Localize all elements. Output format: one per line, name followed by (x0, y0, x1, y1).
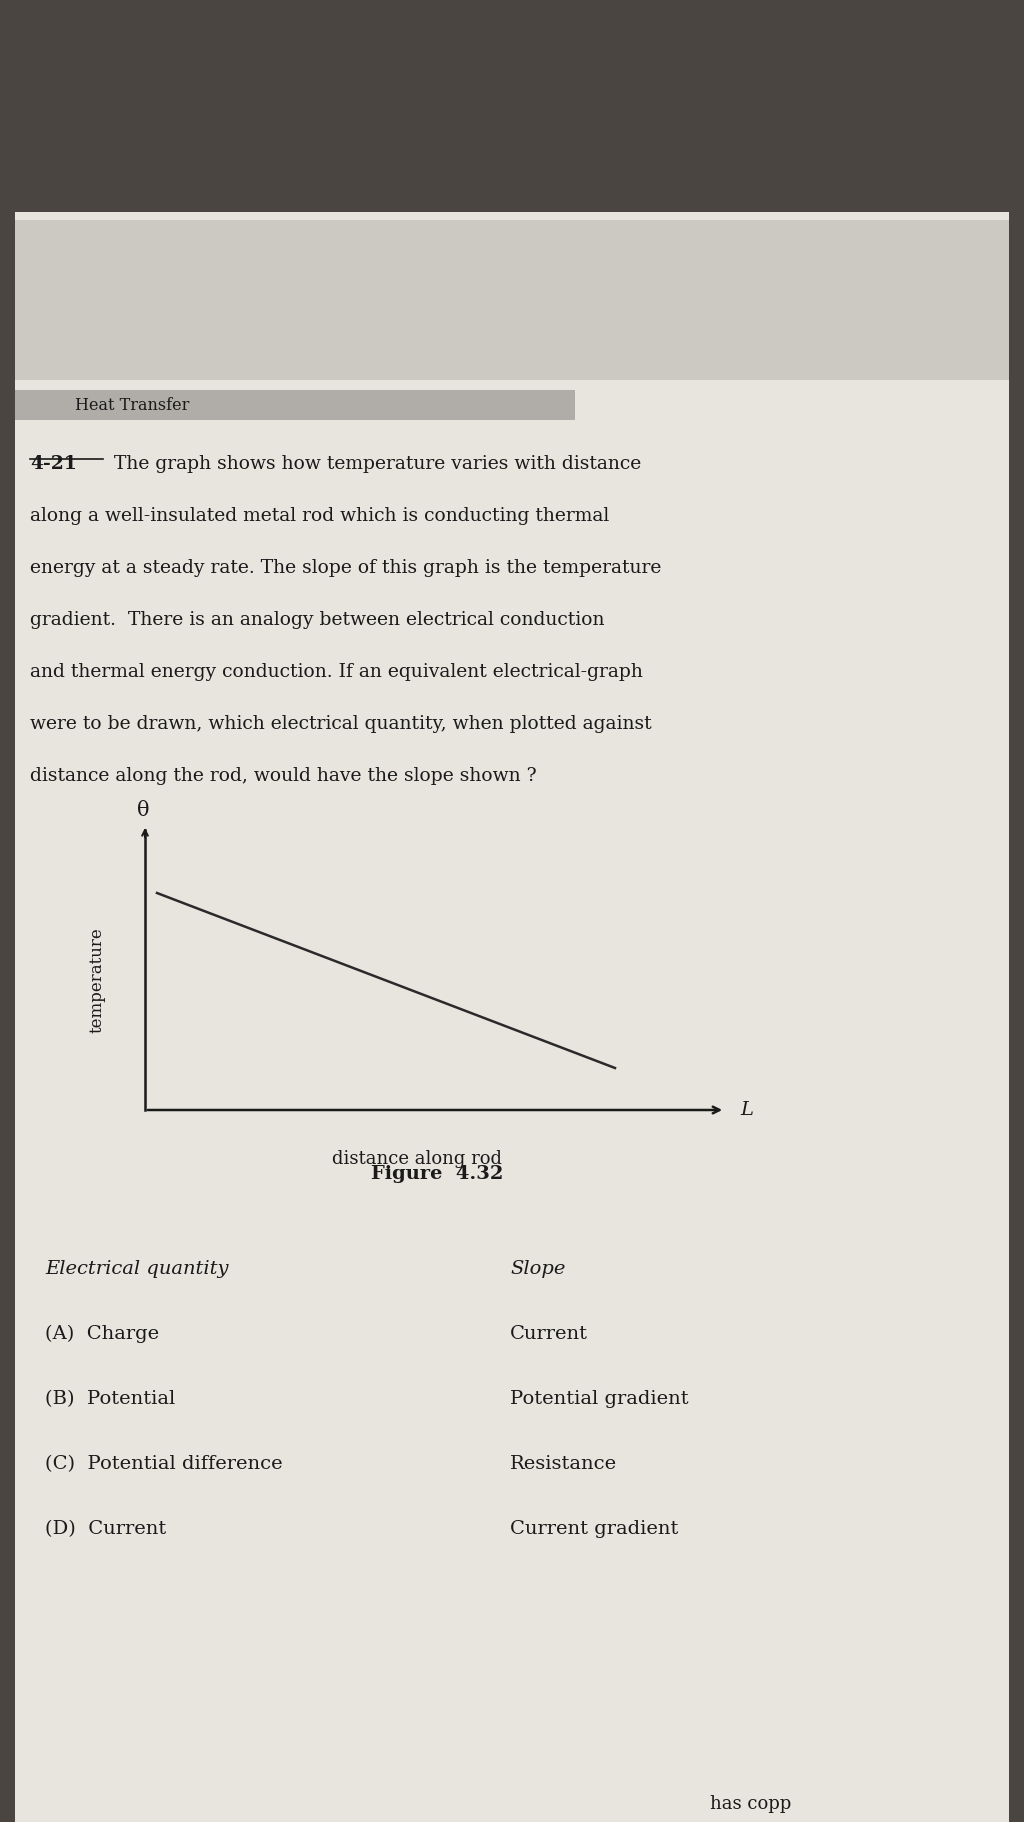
Text: distance along rod: distance along rod (333, 1150, 503, 1168)
Text: and thermal energy conduction. If an equivalent electrical-graph: and thermal energy conduction. If an equ… (30, 663, 643, 681)
Text: Heat Transfer: Heat Transfer (75, 397, 189, 414)
Text: Potential gradient: Potential gradient (510, 1390, 688, 1408)
Bar (15, 390, 575, 421)
Bar (0, 0, 1024, 490)
Text: distance along the rod, would have the slope shown ?: distance along the rod, would have the s… (30, 767, 537, 785)
Text: θ: θ (137, 802, 150, 820)
Text: (D)  Current: (D) Current (45, 1520, 166, 1538)
Text: (B)  Potential: (B) Potential (45, 1390, 175, 1408)
Text: along a well-insulated metal rod which is conducting thermal: along a well-insulated metal rod which i… (30, 507, 609, 525)
Text: energy at a steady rate. The slope of this graph is the temperature: energy at a steady rate. The slope of th… (30, 559, 662, 578)
Text: (C)  Potential difference: (C) Potential difference (45, 1456, 283, 1472)
Text: Resistance: Resistance (510, 1456, 617, 1472)
Text: The graph shows how temperature varies with distance: The graph shows how temperature varies w… (108, 456, 641, 474)
Bar (15, 220, 1009, 381)
Text: Slope: Slope (510, 1261, 565, 1277)
Text: Electrical quantity: Electrical quantity (45, 1261, 228, 1277)
Bar (15, 211, 1009, 1822)
Text: L: L (740, 1100, 753, 1119)
Text: were to be drawn, which electrical quantity, when plotted against: were to be drawn, which electrical quant… (30, 714, 651, 732)
Text: (A)  Charge: (A) Charge (45, 1325, 159, 1343)
Text: temperature: temperature (88, 927, 105, 1033)
Text: has copp: has copp (710, 1795, 792, 1813)
Text: gradient.  There is an analogy between electrical conduction: gradient. There is an analogy between el… (30, 610, 604, 629)
Text: 4-21: 4-21 (30, 456, 77, 474)
Text: Figure  4.32: Figure 4.32 (372, 1164, 504, 1182)
Text: Current: Current (510, 1325, 588, 1343)
Text: Current gradient: Current gradient (510, 1520, 678, 1538)
